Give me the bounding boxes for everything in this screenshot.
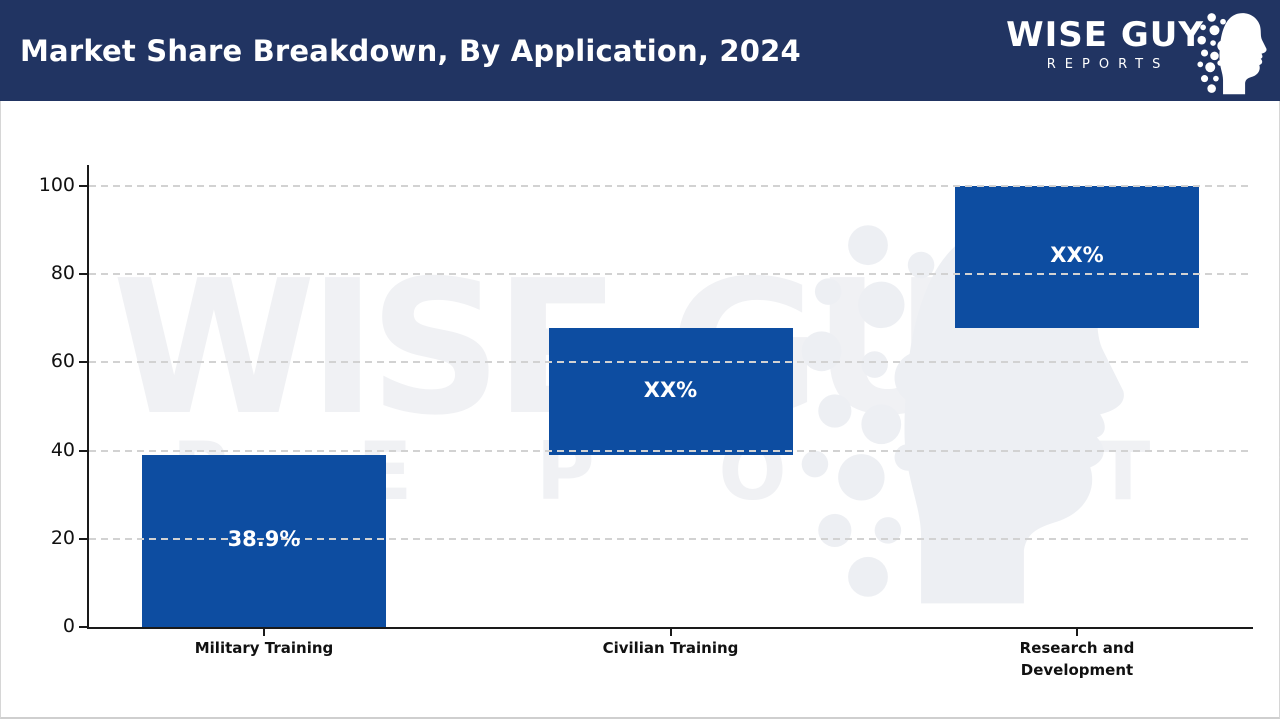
logo-wordmark: WISE GUY	[1006, 15, 1204, 55]
x-tick-mark	[669, 629, 672, 636]
x-axis-line	[87, 627, 1253, 629]
y-tick-mark	[79, 273, 87, 276]
logo-text: WISE GUY REPORTS	[1006, 15, 1204, 72]
bar-value-label: XX%	[1050, 243, 1104, 267]
y-tick-mark	[79, 449, 87, 452]
logo-head-icon	[1197, 13, 1267, 95]
y-axis-line	[87, 165, 89, 628]
bar-1	[142, 455, 386, 627]
header-bar: Market Share Breakdown, By Application, …	[0, 0, 1280, 101]
y-tick-label: 0	[62, 615, 75, 637]
y-tick-mark	[79, 361, 87, 364]
y-tick-label: 80	[50, 262, 75, 285]
wise-guy-reports-logo: WISE GUY REPORTS	[1006, 4, 1267, 98]
y-tick-label: 100	[38, 174, 75, 196]
bar-2	[548, 328, 793, 456]
y-tick-mark	[79, 626, 87, 628]
logo-subtitle: REPORTS	[1046, 56, 1170, 72]
y-tick-label: 40	[50, 438, 75, 461]
bar-value-label: 38.9%	[227, 527, 301, 552]
x-category-label: Civilian Training	[602, 639, 739, 657]
gridline-40	[89, 449, 1252, 452]
x-category-label: Military Training	[194, 639, 334, 657]
x-tick-mark	[1076, 629, 1078, 636]
y-tick-label: 60	[50, 350, 75, 373]
bar-value-label: XX%	[643, 377, 698, 402]
gridline-80	[89, 273, 1252, 276]
y-tick-mark	[79, 185, 87, 187]
y-tick-label: 20	[50, 526, 75, 549]
x-tick-mark	[263, 629, 265, 636]
y-tick-mark	[79, 537, 87, 540]
chart-title: Market Share Breakdown, By Application, …	[20, 33, 801, 68]
gridline-60	[89, 361, 1252, 364]
bar-3	[955, 186, 1199, 328]
gridline-20	[89, 537, 1252, 540]
x-category-label: Research and Development	[1019, 639, 1135, 679]
gridline-100	[89, 185, 1252, 187]
